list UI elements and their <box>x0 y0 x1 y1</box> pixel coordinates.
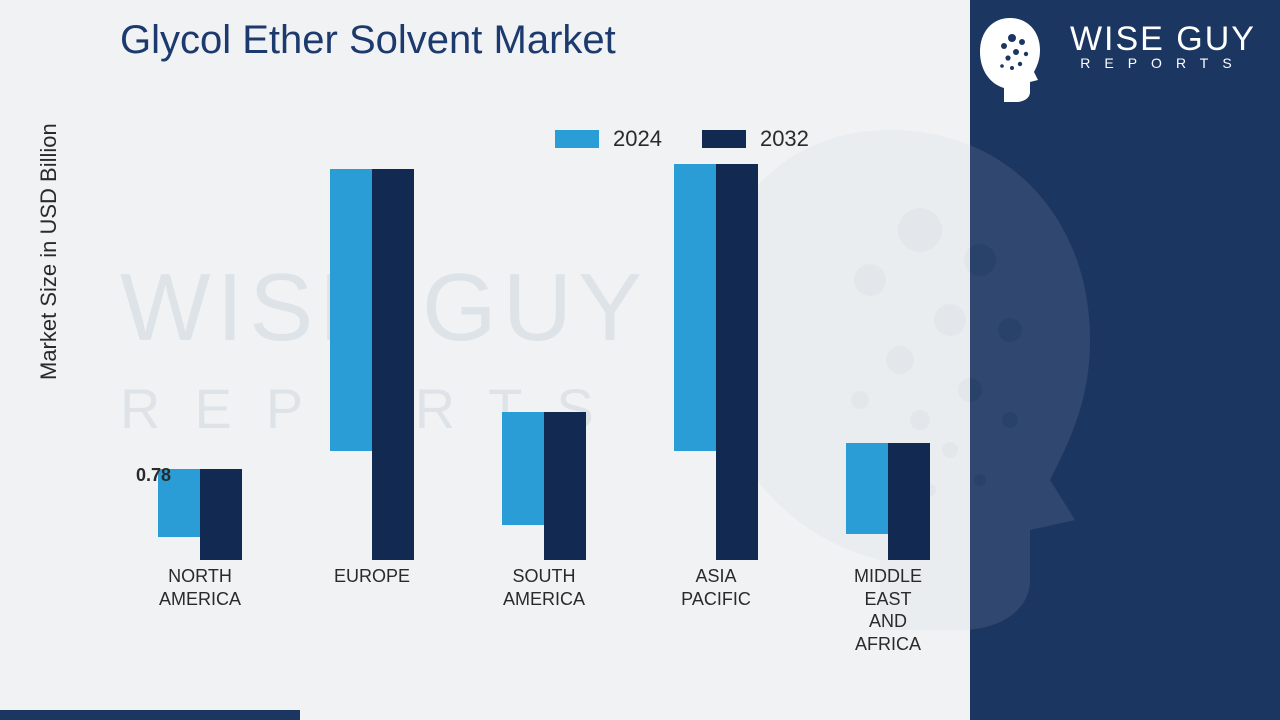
legend-swatch <box>555 130 599 148</box>
chart-title: Glycol Ether Solvent Market <box>120 18 616 63</box>
x-axis-tick-label: ASIAPACIFIC <box>646 565 786 610</box>
bar-2032 <box>888 443 930 560</box>
bar-2024 <box>502 412 544 525</box>
brand-logo: WISE GUY REPORTS <box>1070 20 1256 71</box>
bar-group <box>656 164 776 560</box>
legend: 2024 2032 <box>555 126 809 152</box>
y-axis-label: Market Size in USD Billion <box>36 123 62 380</box>
x-axis-tick-label: EUROPE <box>302 565 442 588</box>
x-axis-tick-label: MIDDLEEASTANDAFRICA <box>818 565 958 655</box>
brand-line2: REPORTS <box>1070 55 1256 71</box>
x-axis-tick-label: SOUTHAMERICA <box>474 565 614 610</box>
bar-2032 <box>200 469 242 560</box>
legend-label: 2024 <box>613 126 662 152</box>
bar-2024 <box>846 443 888 534</box>
legend-swatch <box>702 130 746 148</box>
bar-value-label: 0.78 <box>136 465 171 486</box>
x-axis-tick-label: NORTHAMERICA <box>130 565 270 610</box>
legend-item: 2032 <box>702 126 809 152</box>
brand-line1: WISE GUY <box>1070 20 1256 59</box>
legend-label: 2032 <box>760 126 809 152</box>
bar-2024 <box>674 164 716 451</box>
bar-group <box>484 412 604 560</box>
bar-group <box>312 169 432 560</box>
brand-head-icon <box>960 10 1050 110</box>
bar-2032 <box>372 169 414 560</box>
bottom-accent-bar <box>0 710 300 720</box>
bar-group <box>828 443 948 560</box>
chart-plot-area: 0.78 <box>100 160 990 560</box>
bar-2024 <box>330 169 372 452</box>
legend-item: 2024 <box>555 126 662 152</box>
bar-2032 <box>544 412 586 560</box>
bar-2032 <box>716 164 758 560</box>
